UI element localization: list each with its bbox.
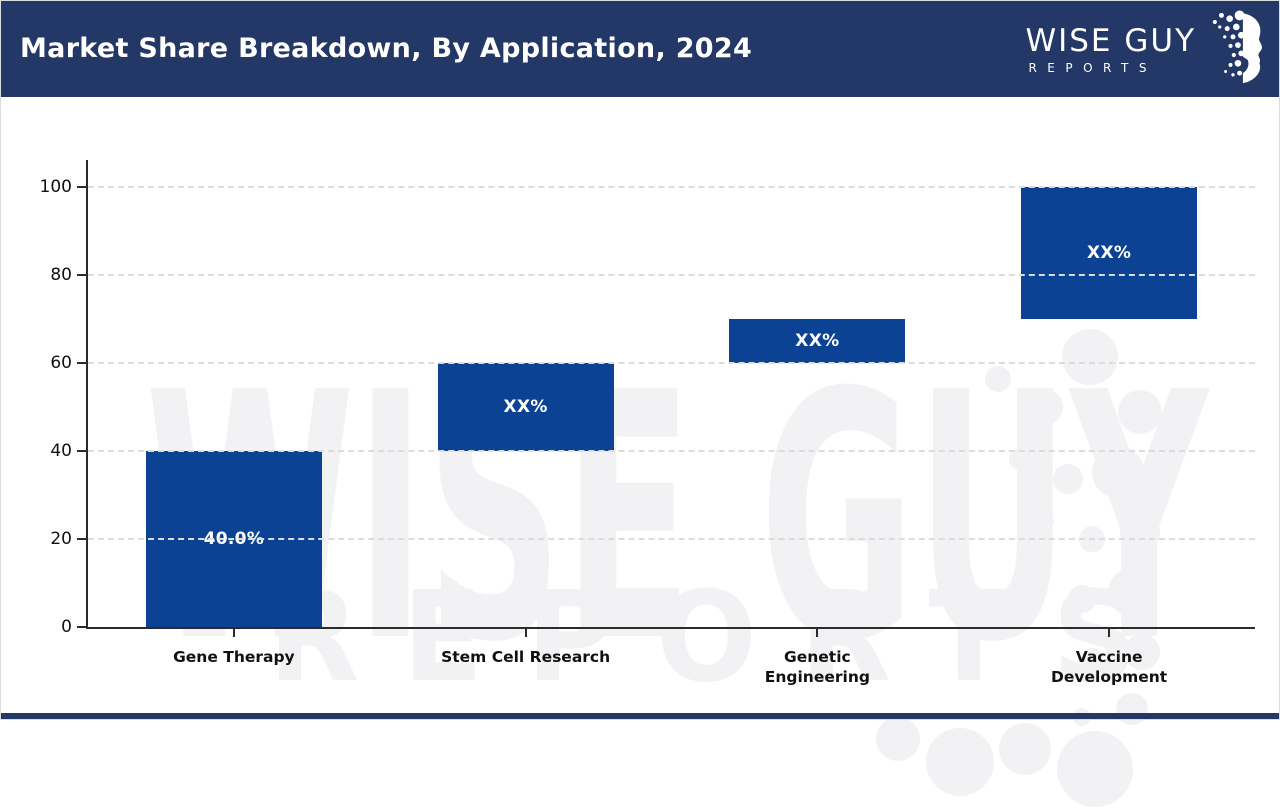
x-axis-category-label: Gene Therapy [173, 648, 295, 666]
footer-bar [0, 713, 1280, 720]
bar-value-label: XX% [1087, 243, 1132, 263]
y-axis-tick-label: 80 [50, 265, 72, 285]
bar-value-label: XX% [795, 331, 840, 351]
x-axis-tick [524, 629, 527, 637]
x-axis-tick [1108, 629, 1111, 637]
y-axis-tick [77, 626, 86, 628]
y-axis-tick-label: 100 [39, 177, 72, 197]
x-axis-category-label: Stem Cell Research [441, 648, 611, 666]
x-axis-tick [816, 629, 819, 637]
gridline [88, 362, 1255, 364]
header-bar: Market Share Breakdown, By Application, … [0, 0, 1280, 97]
gridline [88, 450, 1255, 452]
y-axis-tick-label: 20 [50, 529, 72, 549]
y-axis-tick [77, 274, 86, 276]
y-axis-tick-label: 60 [50, 353, 72, 373]
dotted-face-profile-icon [1200, 8, 1266, 92]
y-axis-tick [77, 450, 86, 452]
wise-guy-reports-logo: WISE GUY REPORTS [1025, 8, 1266, 92]
bar-vaccine-development: XX% [1021, 187, 1198, 319]
y-axis-tick [77, 186, 86, 188]
gridline [88, 538, 1255, 540]
gridline [88, 186, 1255, 188]
logo-subtitle: REPORTS [1028, 60, 1157, 75]
chart-canvas: WISE GUY REPORTS 0 20 40 60 80 100 40.0% Gene T… [0, 97, 1280, 807]
y-axis-tick-label: 0 [61, 617, 72, 637]
watermark-subtitle: REPORTS [268, 565, 1181, 710]
page-title: Market Share Breakdown, By Application, … [20, 33, 753, 64]
y-axis-tick [77, 538, 86, 540]
bar-value-label: XX% [503, 397, 548, 417]
x-axis-category-label: Genetic Engineering [764, 648, 870, 687]
bar-stem-cell-research: XX% [437, 363, 614, 451]
gridline [88, 274, 1255, 276]
x-axis-category-label: Vaccine Development [1051, 648, 1168, 687]
logo-wordmark: WISE GUY [1025, 23, 1196, 60]
bar-genetic-engineering: XX% [729, 319, 906, 363]
logo-text: WISE GUY REPORTS [1025, 25, 1196, 75]
y-axis-tick [77, 362, 86, 364]
x-axis-tick [232, 629, 235, 637]
plot-area: 0 20 40 60 80 100 40.0% Gene Therapy XX% Stem Cel… [40, 160, 1255, 686]
x-axis-line [86, 627, 1255, 629]
y-axis-line [86, 160, 88, 629]
y-axis-tick-label: 40 [50, 441, 72, 461]
